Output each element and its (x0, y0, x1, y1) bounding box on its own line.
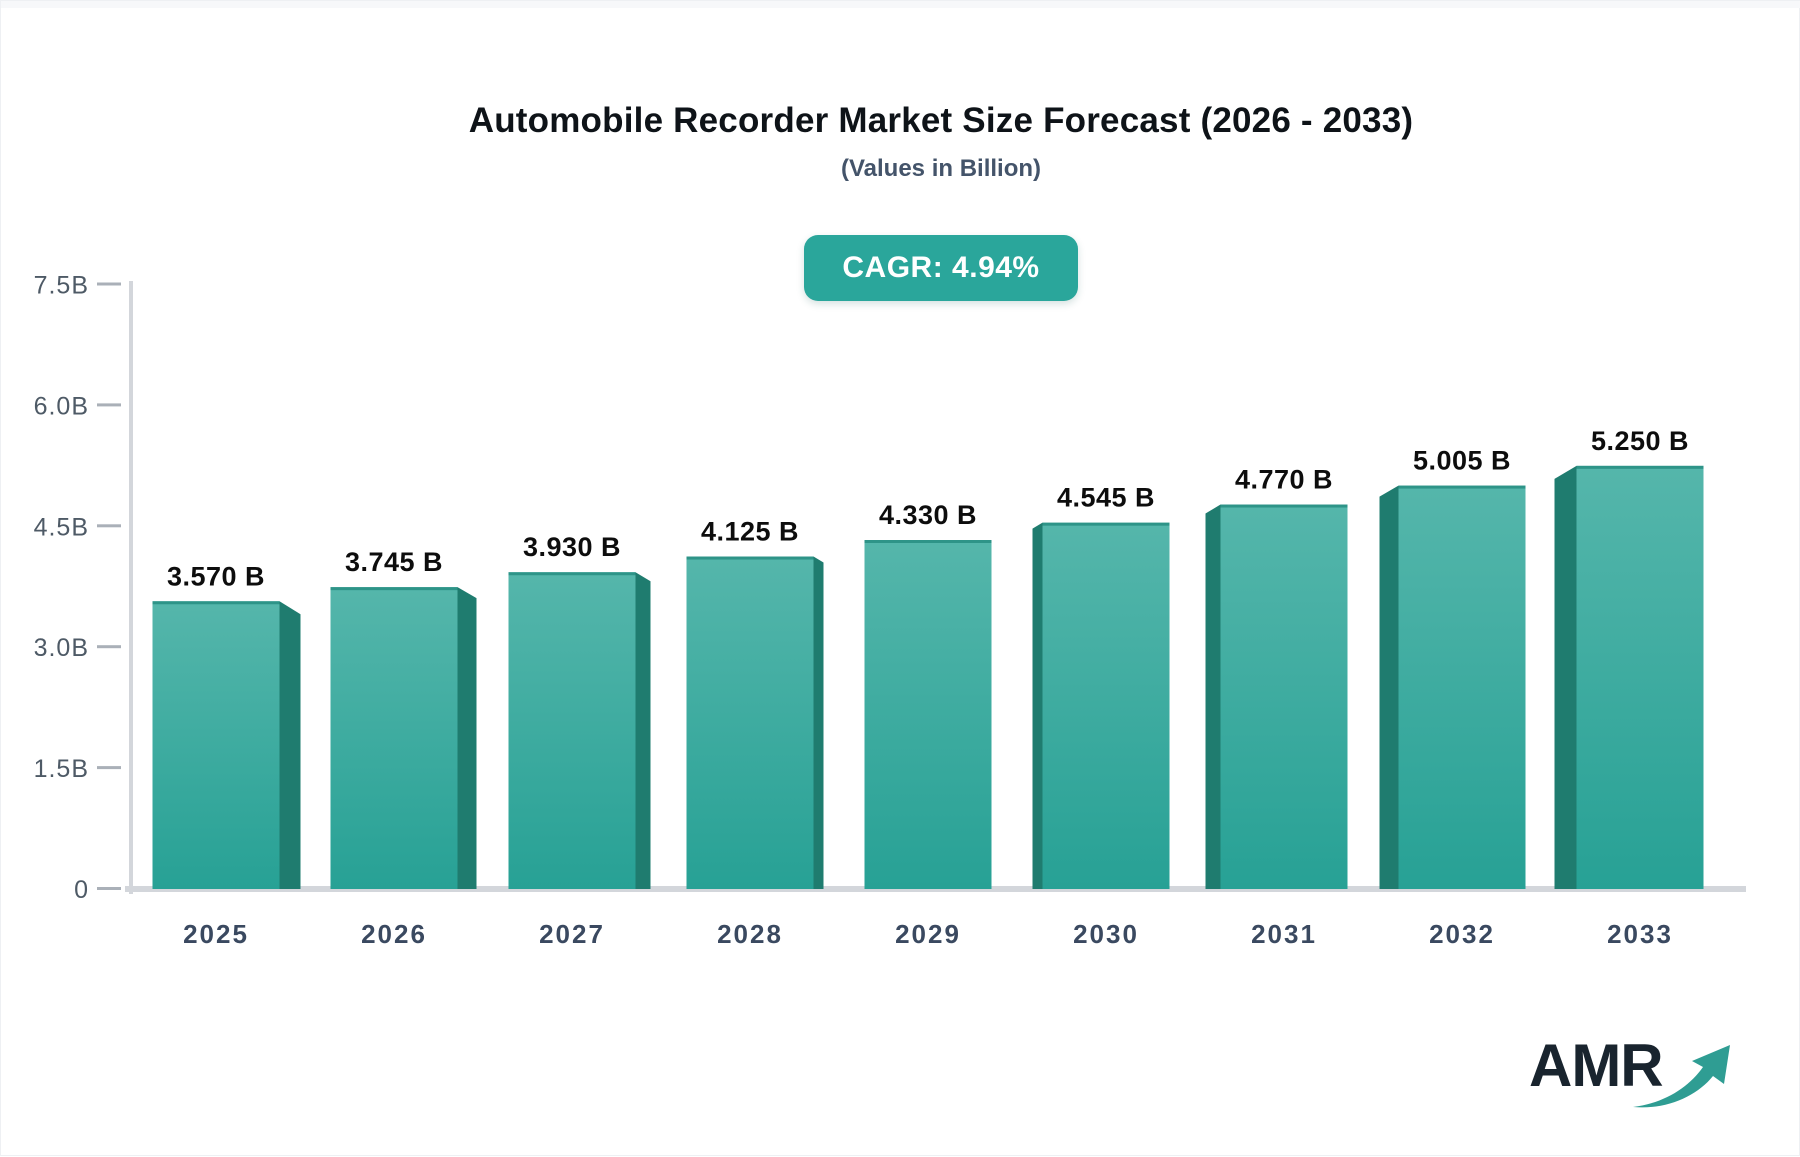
growth-arrow-icon (1633, 1045, 1730, 1108)
x-axis-label-2030: 2030 (1073, 919, 1139, 949)
bar-face (1398, 485, 1526, 889)
chart-title: Automobile Recorder Market Size Forecast… (468, 101, 1414, 140)
x-axis-label-2033: 2033 (1607, 919, 1673, 949)
bar-2030: 4.545 B 2030 (1032, 483, 1170, 949)
bar-2033: 5.250 B 2033 (1554, 426, 1704, 949)
bar-top-edge (1220, 504, 1348, 508)
bar-side (813, 556, 824, 889)
bar-top-edge (508, 572, 636, 576)
bar-2032: 5.005 B 2032 (1379, 446, 1526, 949)
chart-header: Automobile Recorder Market Size Forecast… (75, 1, 1800, 301)
y-axis-tick-label: 1.5B (34, 755, 89, 783)
chart-subtitle: (Values in Billion) (840, 155, 1042, 182)
cagr-badge: CAGR: 4.94% (804, 235, 1078, 301)
bar-face (1220, 504, 1348, 889)
bar-2031: 4.770 B 2031 (1205, 465, 1348, 949)
bar-top-edge (1576, 465, 1704, 469)
y-axis-tick (97, 887, 121, 890)
amr-logo-text: AMR (1529, 1032, 1664, 1099)
bar-side (457, 587, 477, 889)
bar-face (152, 601, 280, 889)
bar-value-label: 5.005 B (1413, 446, 1511, 476)
bar-top-edge (152, 601, 280, 605)
bar-side (635, 572, 651, 889)
y-axis-tick (97, 403, 121, 407)
bar-face (864, 540, 992, 889)
bar-face (508, 572, 636, 889)
bar-side (1205, 504, 1221, 889)
bar-top-edge (686, 556, 814, 560)
y-axis-tick (97, 766, 121, 770)
y-axis-tick-label: 6.0B (34, 392, 89, 420)
y-axis-line (129, 281, 133, 894)
x-axis-label-2031: 2031 (1251, 919, 1317, 949)
bar-face (1042, 522, 1170, 889)
y-axis-tick (97, 524, 121, 528)
bar-2027: 3.930 B 2027 (508, 532, 651, 949)
amr-logo: AMR (1529, 1031, 1749, 1123)
bar-value-label: 4.330 B (879, 500, 977, 530)
bar-value-label: 4.125 B (701, 517, 799, 547)
x-axis-label-2032: 2032 (1429, 919, 1495, 949)
bar-side (1379, 485, 1399, 889)
bar-face (686, 556, 814, 889)
x-axis-label-2026: 2026 (361, 919, 427, 949)
y-axis-tick-label: 4.5B (34, 513, 89, 541)
y-axis-tick (97, 645, 121, 649)
bar-side (1554, 465, 1577, 889)
y-axis-tick-label: 7.5B (34, 272, 89, 300)
bar-2025: 3.570 B 2025 (152, 561, 301, 949)
bar-face (1576, 465, 1704, 889)
x-axis-label-2027: 2027 (539, 919, 605, 949)
bar-side (1032, 522, 1043, 889)
bar-value-label: 3.570 B (167, 561, 265, 591)
window-top-strip (1, 1, 1800, 8)
bar-top-edge (1042, 522, 1170, 526)
bar-side (279, 601, 301, 889)
bar-value-label: 3.930 B (523, 532, 621, 562)
bar-value-label: 3.745 B (345, 547, 443, 577)
bar-2026: 3.745 B 2026 (330, 547, 477, 949)
x-axis-label-2025: 2025 (183, 919, 249, 949)
bar-top-edge (330, 587, 458, 591)
bar-top-edge (1398, 485, 1526, 489)
bar-value-label: 4.545 B (1057, 483, 1155, 513)
y-axis-tick-label: 3.0B (34, 634, 89, 662)
x-axis-label-2028: 2028 (717, 919, 783, 949)
bar-2028: 4.125 B 2028 (686, 517, 824, 949)
bar-2029: 4.330 B 2029 (864, 500, 992, 949)
y-axis-tick-label: 0 (74, 876, 89, 904)
bar-top-edge (864, 540, 992, 544)
x-axis-label-2029: 2029 (895, 919, 961, 949)
bar-value-label: 5.250 B (1591, 426, 1689, 456)
y-axis-tick (97, 282, 121, 286)
bar-value-label: 4.770 B (1235, 465, 1333, 495)
bar-face (330, 587, 458, 889)
